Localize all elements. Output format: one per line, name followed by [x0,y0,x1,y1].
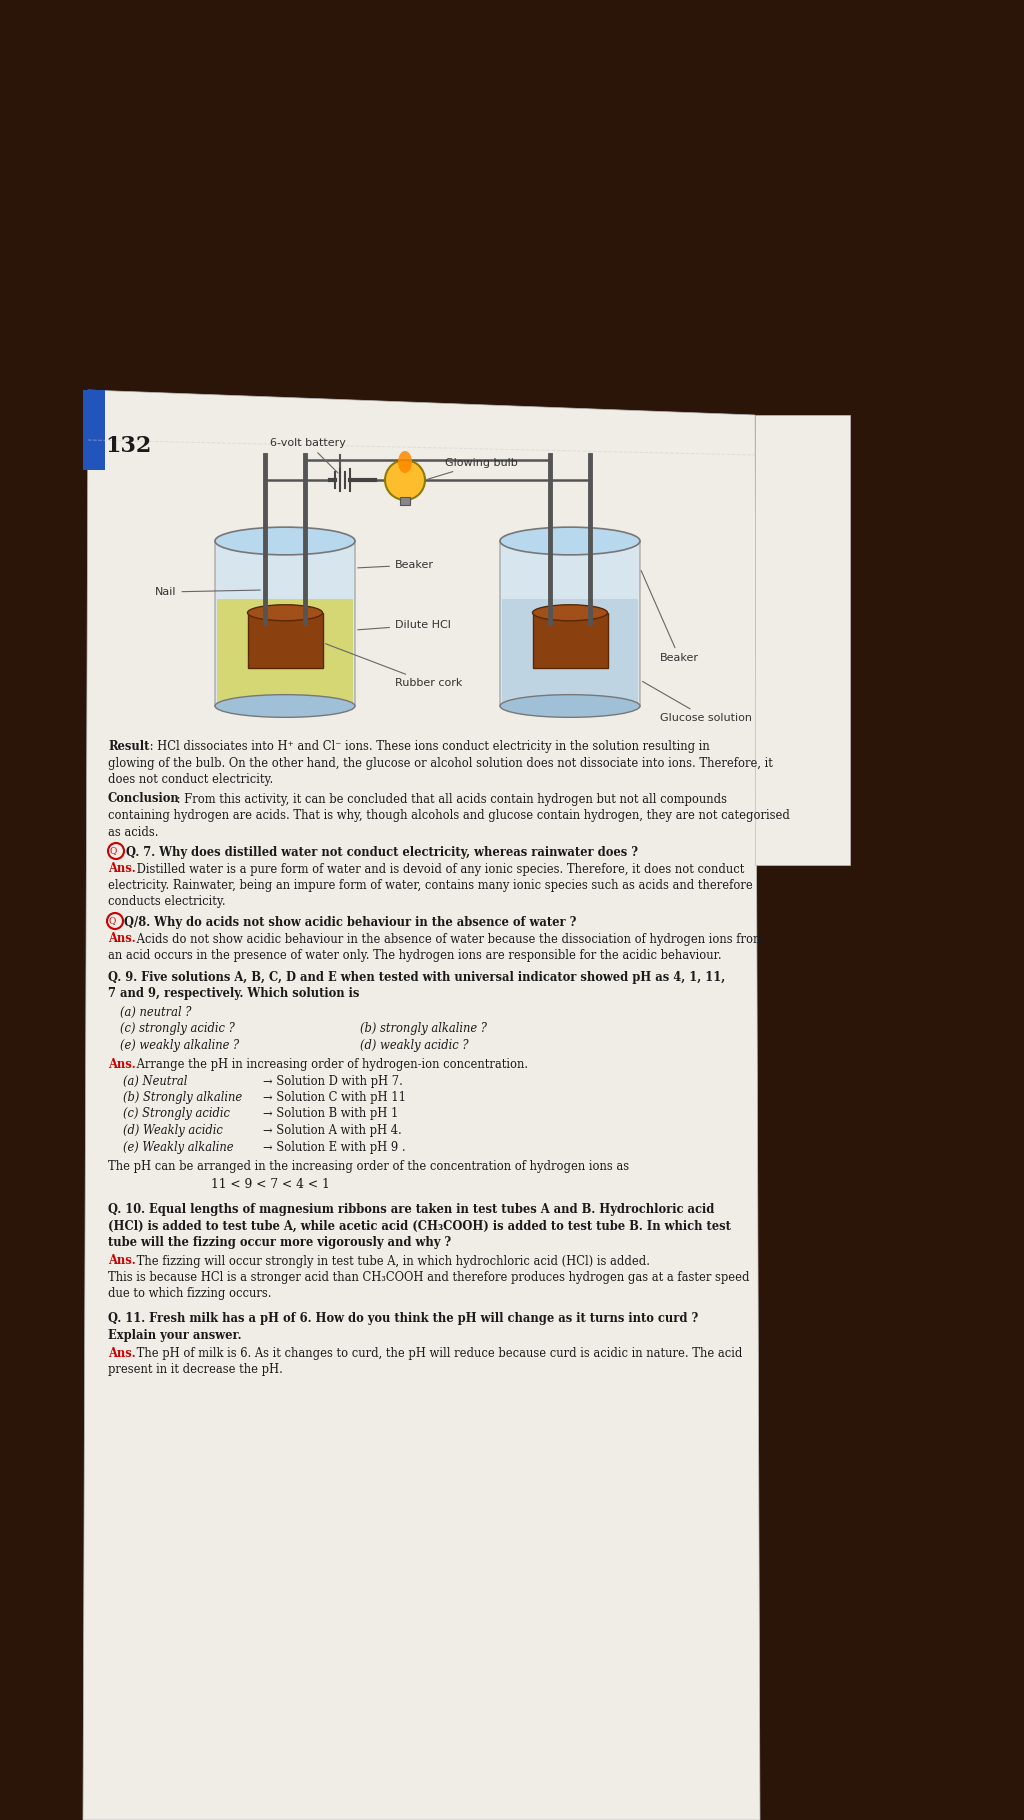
Ellipse shape [215,528,355,555]
Text: : From this activity, it can be concluded that all acids contain hydrogen but no: : From this activity, it can be conclude… [173,792,727,806]
Bar [534,613,608,668]
Text: Ans.: Ans. [108,863,135,875]
Text: due to which fizzing occurs.: due to which fizzing occurs. [108,1287,271,1301]
Text: Ans.: Ans. [108,932,135,946]
Text: Explain your answer.: Explain your answer. [108,1329,242,1341]
Bar [217,541,353,706]
Bar [217,599,353,706]
Text: tube will the fizzing occur more vigorously and why ?: tube will the fizzing occur more vigorou… [108,1236,452,1249]
Text: Rubber cork: Rubber cork [326,644,463,688]
Text: → Solution E with pH 9 .: → Solution E with pH 9 . [263,1141,406,1154]
Text: (b) strongly alkaline ?: (b) strongly alkaline ? [360,1023,486,1036]
Text: Ans.: Ans. [108,1347,135,1360]
Text: This is because HCl is a stronger acid than CH₃COOH and therefore produces hydro: This is because HCl is a stronger acid t… [108,1270,750,1283]
Ellipse shape [215,695,355,717]
Bar [400,497,410,504]
Text: Ans.: Ans. [108,1254,135,1267]
Text: → Solution D with pH 7.: → Solution D with pH 7. [263,1074,402,1088]
Text: Glucose solution: Glucose solution [642,681,752,723]
Text: Conclusion: Conclusion [108,792,180,806]
Text: (e) Weakly alkaline: (e) Weakly alkaline [123,1141,233,1154]
Text: (e) weakly alkaline ?: (e) weakly alkaline ? [120,1039,240,1052]
Ellipse shape [500,695,640,717]
Text: glowing of the bulb. On the other hand, the glucose or alcohol solution does not: glowing of the bulb. On the other hand, … [108,757,773,770]
Text: Q: Q [110,846,117,855]
Text: Ans.: Ans. [108,1057,135,1070]
Text: present in it decrease the pH.: present in it decrease the pH. [108,1363,283,1376]
Ellipse shape [532,604,607,621]
Ellipse shape [248,604,323,621]
Text: (a) Neutral: (a) Neutral [123,1074,187,1088]
Circle shape [385,460,425,500]
Bar [502,541,638,706]
Text: 6-volt battery: 6-volt battery [270,439,346,473]
Text: Arrange the pH in increasing order of hydrogen-ion concentration.: Arrange the pH in increasing order of hy… [133,1057,528,1070]
Text: → Solution A with pH 4.: → Solution A with pH 4. [263,1125,401,1138]
Bar [248,613,323,668]
Text: (b) Strongly alkaline: (b) Strongly alkaline [123,1090,242,1105]
Text: Beaker: Beaker [641,570,699,662]
Text: (c) Strongly acidic: (c) Strongly acidic [123,1108,230,1121]
Text: Glowing bulb: Glowing bulb [428,459,518,479]
Text: Q: Q [109,917,116,926]
Ellipse shape [500,528,640,555]
Ellipse shape [398,451,412,473]
Text: (d) Weakly acidic: (d) Weakly acidic [123,1125,223,1138]
Text: Beaker: Beaker [357,561,434,570]
Text: Distilled water is a pure form of water and is devoid of any ionic species. Ther: Distilled water is a pure form of water … [133,863,744,875]
Text: (a) neutral ?: (a) neutral ? [120,1005,191,1019]
Text: The pH can be arranged in the increasing order of the concentration of hydrogen : The pH can be arranged in the increasing… [108,1159,629,1174]
Text: Acids do not show acidic behaviour in the absence of water because the dissociat: Acids do not show acidic behaviour in th… [133,932,764,946]
Text: (HCl) is added to test tube A, while acetic acid (CH₃COOH) is added to test tube: (HCl) is added to test tube A, while ace… [108,1219,731,1232]
Text: Q. 10. Equal lengths of magnesium ribbons are taken in test tubes A and B. Hydro: Q. 10. Equal lengths of magnesium ribbon… [108,1203,715,1216]
Text: Q/8. Why do acids not show acidic behaviour in the absence of water ?: Q/8. Why do acids not show acidic behavi… [124,915,577,928]
Text: (c) strongly acidic ?: (c) strongly acidic ? [120,1023,234,1036]
Text: Result: Result [108,741,150,753]
Text: as acids.: as acids. [108,826,159,839]
Text: → Solution C with pH 11: → Solution C with pH 11 [263,1090,406,1105]
Text: Q. 9. Five solutions A, B, C, D and E when tested with universal indicator showe: Q. 9. Five solutions A, B, C, D and E wh… [108,970,725,983]
Text: Q. 7. Why does distilled water not conduct electricity, whereas rainwater does ?: Q. 7. Why does distilled water not condu… [126,846,638,859]
Bar [502,599,638,706]
Text: does not conduct electricity.: does not conduct electricity. [108,774,273,786]
Text: 132: 132 [105,435,152,457]
Text: 11 < 9 < 7 < 4 < 1: 11 < 9 < 7 < 4 < 1 [211,1179,330,1192]
Text: → Solution B with pH 1: → Solution B with pH 1 [263,1108,398,1121]
Text: 7 and 9, respectively. Which solution is: 7 and 9, respectively. Which solution is [108,986,359,999]
Text: Q. 11. Fresh milk has a pH of 6. How do you think the pH will change as it turns: Q. 11. Fresh milk has a pH of 6. How do … [108,1312,698,1325]
Text: Nail: Nail [155,588,260,597]
Text: containing hydrogen are acids. That is why, though alcohols and glucose contain : containing hydrogen are acids. That is w… [108,810,790,823]
Text: : HCl dissociates into H⁺ and Cl⁻ ions. These ions conduct electricity in the so: : HCl dissociates into H⁺ and Cl⁻ ions. … [146,741,710,753]
Bar [755,415,850,864]
Text: (d) weakly acidic ?: (d) weakly acidic ? [360,1039,469,1052]
Bar [500,541,640,706]
Text: The fizzing will occur strongly in test tube A, in which hydrochloric acid (HCl): The fizzing will occur strongly in test … [133,1254,650,1267]
Bar [215,541,355,706]
Text: conducts electricity.: conducts electricity. [108,895,225,908]
Text: electricity. Rainwater, being an impure form of water, contains many ionic speci: electricity. Rainwater, being an impure … [108,879,753,892]
Text: Dilute HCl: Dilute HCl [357,621,451,630]
Bar [83,389,105,470]
Text: an acid occurs in the presence of water only. The hydrogen ions are responsible : an acid occurs in the presence of water … [108,948,722,963]
Text: The pH of milk is 6. As it changes to curd, the pH will reduce because curd is a: The pH of milk is 6. As it changes to cu… [133,1347,742,1360]
Polygon shape [83,389,760,1820]
